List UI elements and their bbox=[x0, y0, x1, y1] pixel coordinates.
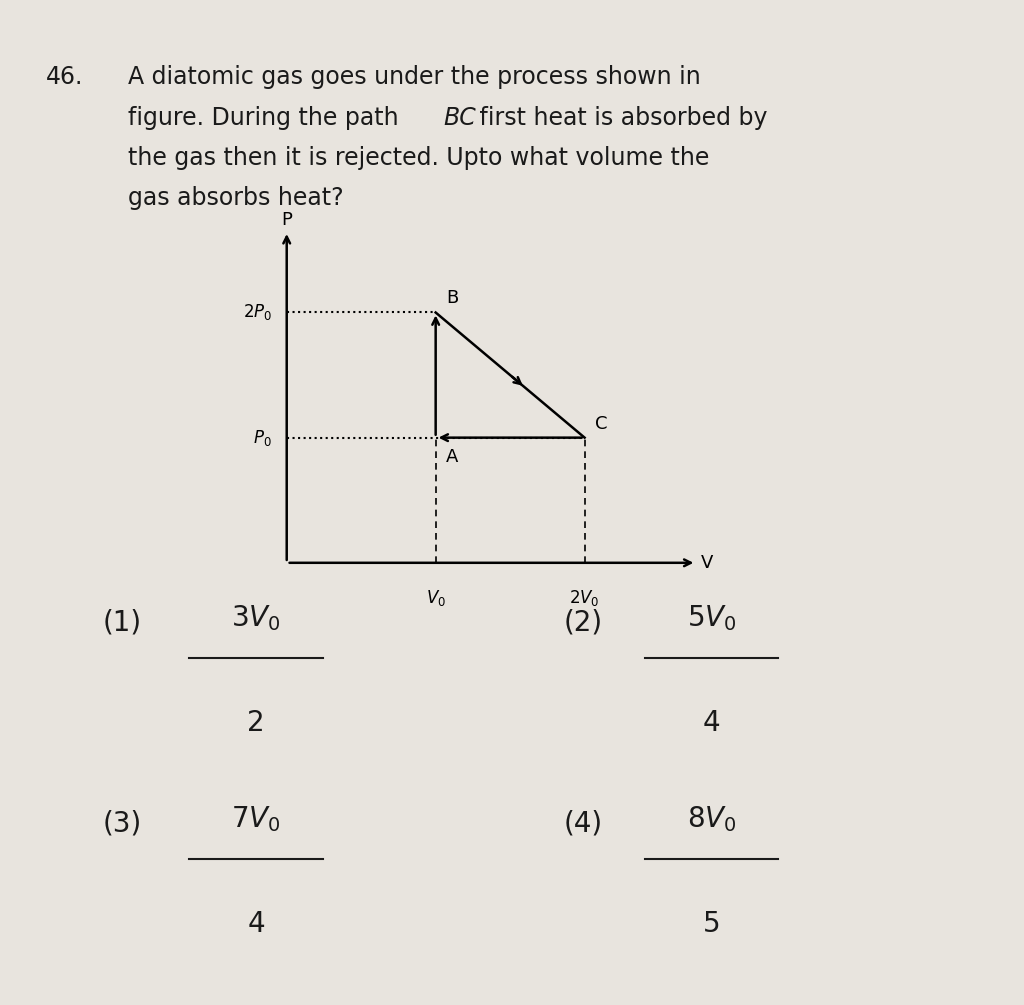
Text: 4: 4 bbox=[247, 910, 265, 938]
Text: C: C bbox=[595, 415, 607, 432]
Text: figure. During the path: figure. During the path bbox=[128, 106, 407, 130]
Text: 5: 5 bbox=[702, 910, 721, 938]
Text: 46.: 46. bbox=[46, 65, 83, 89]
Text: (3): (3) bbox=[102, 809, 141, 837]
Text: (1): (1) bbox=[102, 608, 141, 636]
Text: P: P bbox=[282, 211, 292, 229]
Text: B: B bbox=[446, 289, 459, 308]
Text: A: A bbox=[446, 447, 459, 465]
Text: $8V_0$: $8V_0$ bbox=[687, 804, 736, 834]
Text: $3V_0$: $3V_0$ bbox=[231, 603, 281, 633]
Text: 2: 2 bbox=[247, 709, 265, 737]
Text: $7V_0$: $7V_0$ bbox=[231, 804, 281, 834]
Text: gas absorbs heat?: gas absorbs heat? bbox=[128, 186, 344, 210]
Text: (2): (2) bbox=[563, 608, 602, 636]
Text: first heat is absorbed by: first heat is absorbed by bbox=[472, 106, 768, 130]
Text: $2P_0$: $2P_0$ bbox=[243, 303, 271, 323]
Text: $P_0$: $P_0$ bbox=[253, 428, 271, 447]
Text: $2V_0$: $2V_0$ bbox=[569, 588, 600, 608]
Text: 4: 4 bbox=[702, 709, 721, 737]
Text: A diatomic gas goes under the process shown in: A diatomic gas goes under the process sh… bbox=[128, 65, 700, 89]
Text: V: V bbox=[700, 554, 713, 572]
Text: $5V_0$: $5V_0$ bbox=[687, 603, 736, 633]
Text: the gas then it is rejected. Upto what volume the: the gas then it is rejected. Upto what v… bbox=[128, 146, 710, 170]
Text: (4): (4) bbox=[563, 809, 602, 837]
Text: $V_0$: $V_0$ bbox=[426, 588, 445, 608]
Text: BC: BC bbox=[443, 106, 476, 130]
